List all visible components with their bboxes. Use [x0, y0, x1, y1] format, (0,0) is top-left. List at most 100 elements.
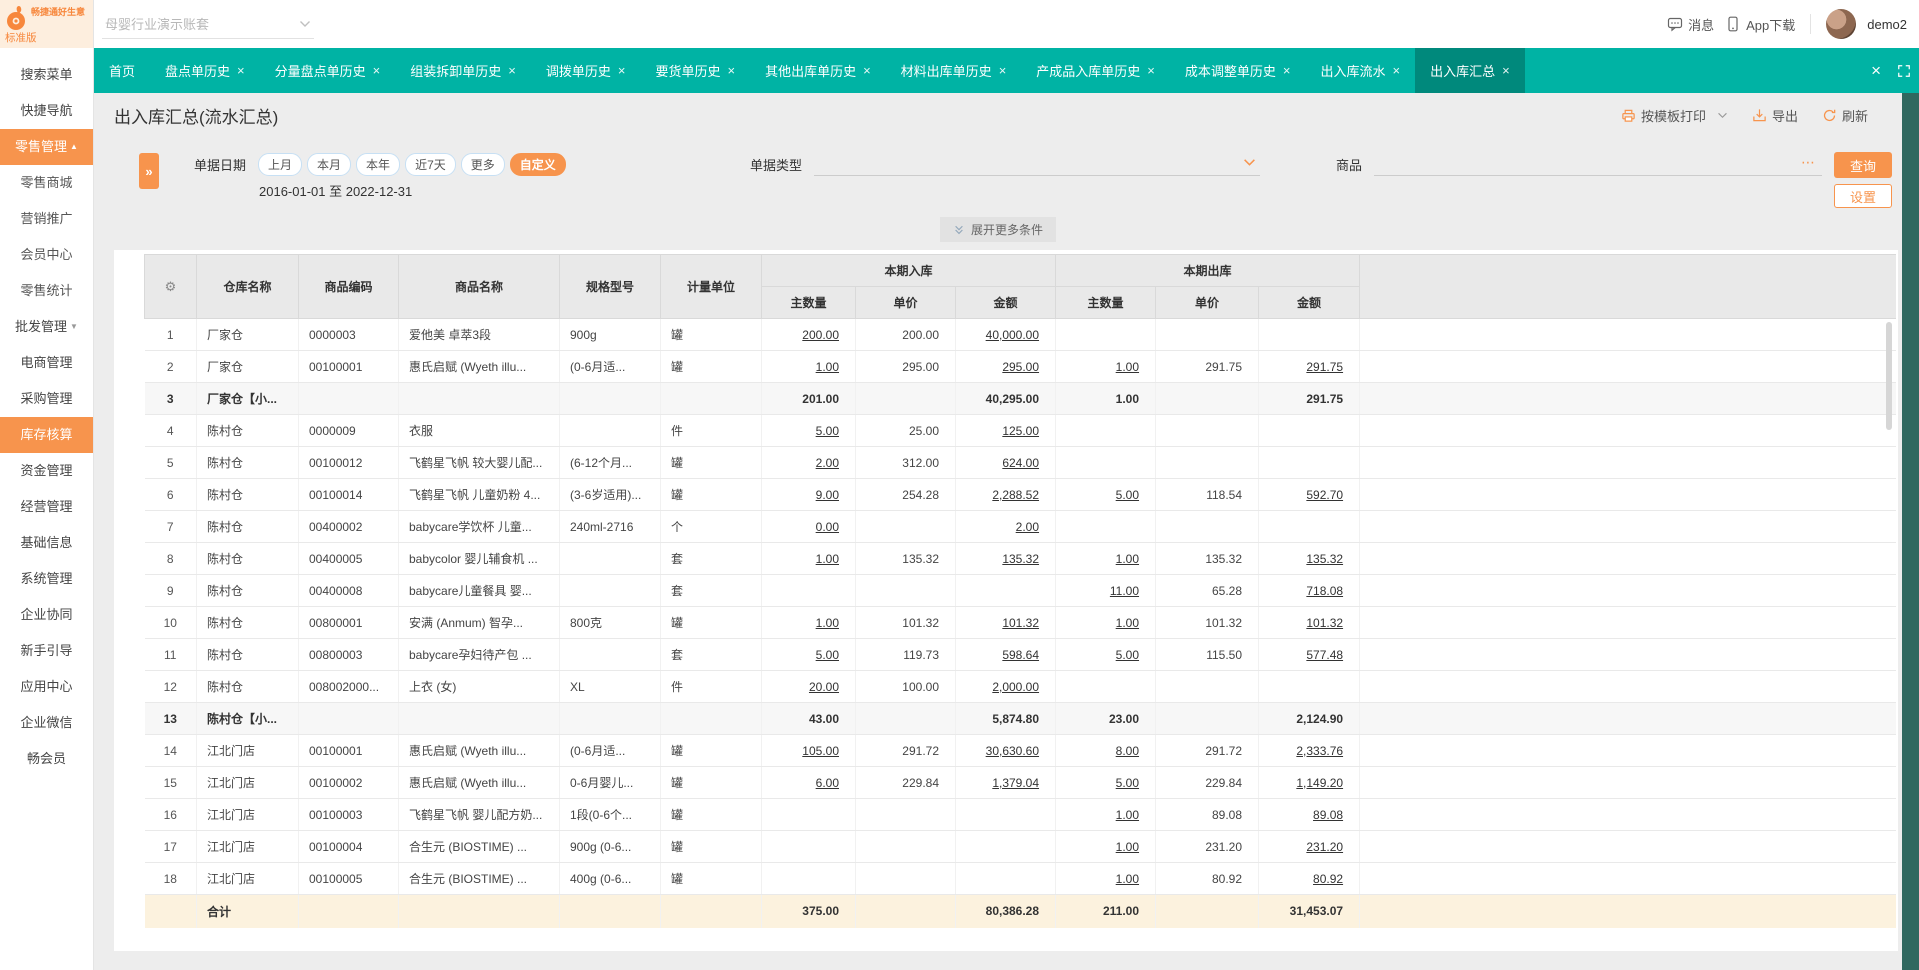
sidebar-item-经营管理[interactable]: 经营管理 — [0, 489, 93, 525]
drilldown-link[interactable]: 200.00 — [802, 327, 839, 342]
sidebar-item-资金管理[interactable]: 资金管理 — [0, 453, 93, 489]
sidebar-item-电商管理[interactable]: 电商管理 — [0, 345, 93, 381]
drilldown-link[interactable]: 598.64 — [1002, 647, 1040, 662]
drilldown-link[interactable]: 2.00 — [815, 455, 839, 470]
sidebar-item-会员中心[interactable]: 会员中心 — [0, 237, 93, 273]
tab-出入库流水[interactable]: 出入库流水 × — [1306, 48, 1416, 93]
query-button[interactable]: 查询 — [1834, 152, 1892, 178]
settings-button[interactable]: 设置 — [1834, 184, 1892, 208]
drilldown-link[interactable]: 624.00 — [1002, 455, 1040, 470]
tab-材料出库单历史[interactable]: 材料出库单历史 × — [886, 48, 1022, 93]
date-quick-本年[interactable]: 本年 — [356, 153, 401, 176]
drilldown-link[interactable]: 291.75 — [1306, 359, 1344, 374]
tab-close-icon[interactable]: × — [1502, 63, 1510, 78]
tab-出入库汇总[interactable]: 出入库汇总 × — [1415, 48, 1525, 93]
messages-button[interactable]: 消息 — [1667, 15, 1714, 34]
drilldown-link[interactable]: 1.00 — [1115, 839, 1140, 854]
drilldown-link[interactable]: 592.70 — [1306, 487, 1344, 502]
tab-盘点单历史[interactable]: 盘点单历史 × — [150, 48, 260, 93]
drilldown-link[interactable]: 1.00 — [1115, 359, 1140, 374]
col-header-out-amount[interactable]: 金额 — [1258, 286, 1360, 319]
drilldown-link[interactable]: 2,000.00 — [992, 679, 1040, 694]
drilldown-link[interactable]: 135.32 — [1306, 551, 1344, 566]
sidebar-item-营销推广[interactable]: 营销推广 — [0, 201, 93, 237]
username[interactable]: demo2 — [1867, 16, 1907, 32]
date-quick-上月[interactable]: 上月 — [258, 153, 303, 176]
chevron-down-icon[interactable] — [1717, 112, 1728, 119]
drilldown-link[interactable]: 105.00 — [802, 743, 839, 758]
tab-close-icon[interactable]: × — [1392, 63, 1401, 78]
tab-close-icon[interactable]: × — [508, 63, 516, 78]
col-header-unit[interactable]: 计量单位 — [660, 254, 762, 319]
account-set-select[interactable]: 母婴行业演示账套 — [102, 9, 314, 39]
fullscreen-icon[interactable] — [1897, 64, 1911, 78]
col-header-warehouse[interactable]: 仓库名称 — [196, 254, 299, 319]
product-input[interactable]: ⋯ — [1374, 153, 1823, 176]
sidebar-item-企业微信[interactable]: 企业微信 — [0, 705, 93, 741]
col-header-code[interactable]: 商品编码 — [298, 254, 399, 319]
drilldown-link[interactable]: 0.00 — [815, 519, 839, 534]
right-side-panel-strip[interactable] — [1902, 93, 1919, 970]
drilldown-link[interactable]: 5.00 — [1115, 775, 1140, 790]
drilldown-link[interactable]: 8.00 — [1115, 743, 1140, 758]
sidebar-item-应用中心[interactable]: 应用中心 — [0, 669, 93, 705]
tab-close-icon[interactable]: × — [617, 63, 626, 78]
col-header-out-qty[interactable]: 主数量 — [1055, 286, 1157, 319]
tab-组装拆卸单历史[interactable]: 组装拆卸单历史 × — [395, 48, 531, 93]
sidebar-item-新手引导[interactable]: 新手引导 — [0, 633, 93, 669]
tab-分量盘点单历史[interactable]: 分量盘点单历史 × — [260, 48, 396, 93]
drilldown-link[interactable]: 30,630.60 — [985, 743, 1040, 758]
export-button[interactable]: 导出 — [1752, 106, 1798, 125]
drilldown-link[interactable]: 1.00 — [815, 551, 839, 566]
tab-close-icon[interactable]: × — [998, 63, 1007, 78]
vertical-scrollbar-thumb[interactable] — [1886, 322, 1892, 430]
drilldown-link[interactable]: 2.00 — [1015, 519, 1040, 534]
col-header-name[interactable]: 商品名称 — [398, 254, 560, 319]
sidebar-item-畅会员[interactable]: 畅会员 — [0, 741, 93, 777]
drilldown-link[interactable]: 5.00 — [815, 647, 839, 662]
drilldown-link[interactable]: 1.00 — [815, 615, 839, 630]
drilldown-link[interactable]: 135.32 — [1002, 551, 1040, 566]
sidebar-item-库存核算[interactable]: 库存核算 — [0, 417, 93, 453]
sidebar-item-系统管理[interactable]: 系统管理 — [0, 561, 93, 597]
tab-close-icon[interactable]: × — [372, 63, 381, 78]
drilldown-link[interactable]: 1.00 — [1115, 615, 1140, 630]
sidebar-item-基础信息[interactable]: 基础信息 — [0, 525, 93, 561]
drilldown-link[interactable]: 231.20 — [1306, 839, 1344, 854]
sidebar-item-快捷导航[interactable]: 快捷导航 — [0, 93, 93, 129]
column-settings-gear-icon[interactable]: ⚙ — [144, 254, 197, 319]
drilldown-link[interactable]: 1,379.04 — [992, 775, 1040, 790]
drilldown-link[interactable]: 1.00 — [1115, 871, 1140, 886]
drilldown-link[interactable]: 125.00 — [1002, 423, 1040, 438]
date-quick-本月[interactable]: 本月 — [307, 153, 352, 176]
tab-产成品入库单历史[interactable]: 产成品入库单历史 × — [1021, 48, 1170, 93]
col-header-in-qty[interactable]: 主数量 — [761, 286, 856, 319]
sidebar-item-零售管理[interactable]: 零售管理 ▲ — [0, 129, 93, 165]
drilldown-link[interactable]: 1.00 — [1115, 551, 1140, 566]
drilldown-link[interactable]: 718.08 — [1306, 583, 1344, 598]
sidebar-item-零售统计[interactable]: 零售统计 — [0, 273, 93, 309]
drilldown-link[interactable]: 89.08 — [1313, 807, 1344, 822]
drilldown-link[interactable]: 577.48 — [1306, 647, 1344, 662]
avatar[interactable] — [1826, 9, 1857, 39]
drilldown-link[interactable]: 6.00 — [815, 775, 839, 790]
tab-close-icon[interactable]: × — [1282, 63, 1291, 78]
col-header-in-amount[interactable]: 金额 — [954, 286, 1057, 319]
col-header-in-price[interactable]: 单价 — [855, 286, 956, 319]
drilldown-link[interactable]: 11.00 — [1109, 583, 1140, 598]
drilldown-link[interactable]: 2,333.76 — [1296, 743, 1344, 758]
drilldown-link[interactable]: 9.00 — [815, 487, 839, 502]
drilldown-link[interactable]: 40,000.00 — [985, 327, 1040, 342]
tab-要货单历史[interactable]: 要货单历史 × — [640, 48, 750, 93]
expand-more-conditions-button[interactable]: 展开更多条件 — [939, 217, 1057, 242]
collapse-filter-button[interactable]: » — [139, 153, 159, 189]
tab-close-icon[interactable]: × — [237, 63, 245, 78]
doc-type-select[interactable] — [814, 153, 1261, 176]
sidebar-item-批发管理[interactable]: 批发管理 ▼ — [0, 309, 93, 345]
drilldown-link[interactable]: 80.92 — [1313, 871, 1344, 886]
date-quick-近7天[interactable]: 近7天 — [405, 153, 456, 176]
tab-close-icon[interactable]: × — [863, 63, 871, 78]
sidebar-item-企业协同[interactable]: 企业协同 — [0, 597, 93, 633]
drilldown-link[interactable]: 1,149.20 — [1296, 775, 1344, 790]
close-all-tabs-icon[interactable]: × — [1871, 61, 1881, 80]
